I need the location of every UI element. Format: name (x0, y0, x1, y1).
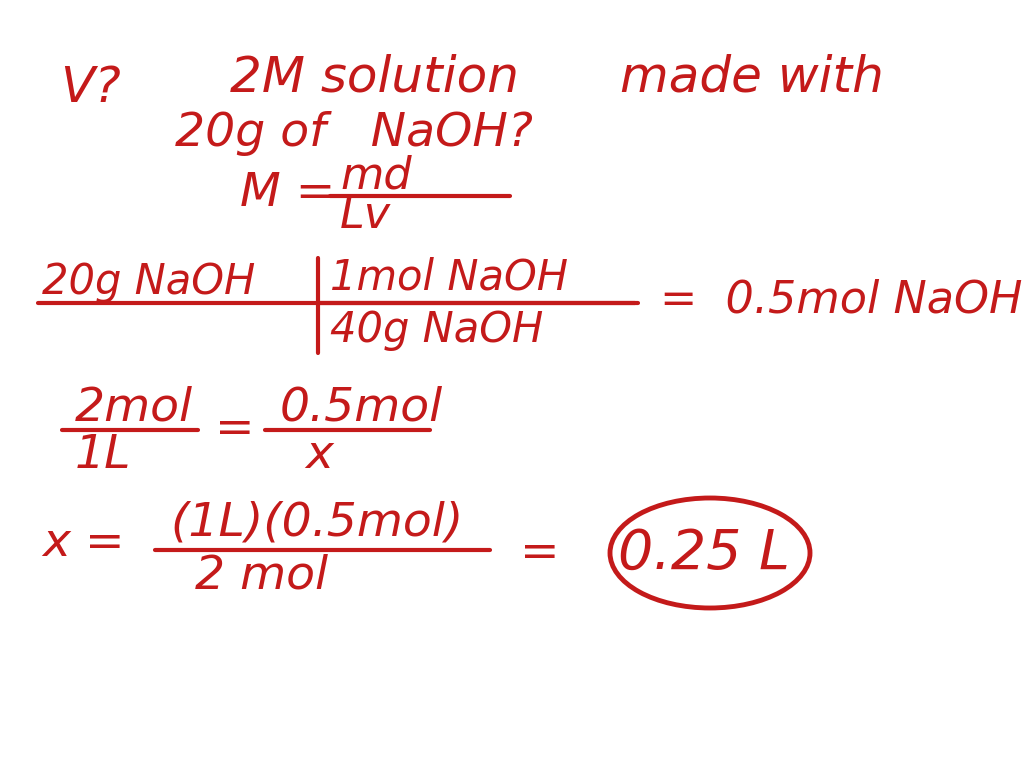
Text: V?: V? (60, 64, 121, 112)
Text: 0.25 L: 0.25 L (618, 527, 790, 580)
Text: 2 mol: 2 mol (195, 554, 328, 598)
Text: 20g NaOH: 20g NaOH (42, 261, 255, 303)
Text: (1L)(0.5mol): (1L)(0.5mol) (170, 501, 463, 545)
Text: 20g of   NaOH?: 20g of NaOH? (175, 111, 534, 155)
Text: 2mol: 2mol (75, 386, 194, 431)
Text: =: = (215, 408, 255, 452)
Text: 2M solution: 2M solution (230, 54, 519, 102)
Text: 1L: 1L (75, 433, 131, 478)
Text: =: = (520, 531, 560, 575)
Text: x: x (305, 433, 333, 478)
Text: Lv: Lv (340, 194, 391, 237)
Text: made with: made with (620, 54, 884, 102)
Text: =  0.5mol NaOH: = 0.5mol NaOH (660, 279, 1023, 322)
Text: M =: M = (240, 170, 336, 216)
Text: 40g NaOH: 40g NaOH (330, 309, 544, 351)
Text: 0.5mol: 0.5mol (280, 386, 443, 431)
Text: 1mol NaOH: 1mol NaOH (330, 257, 568, 299)
Text: md: md (340, 154, 412, 197)
Text: x =: x = (42, 521, 125, 565)
